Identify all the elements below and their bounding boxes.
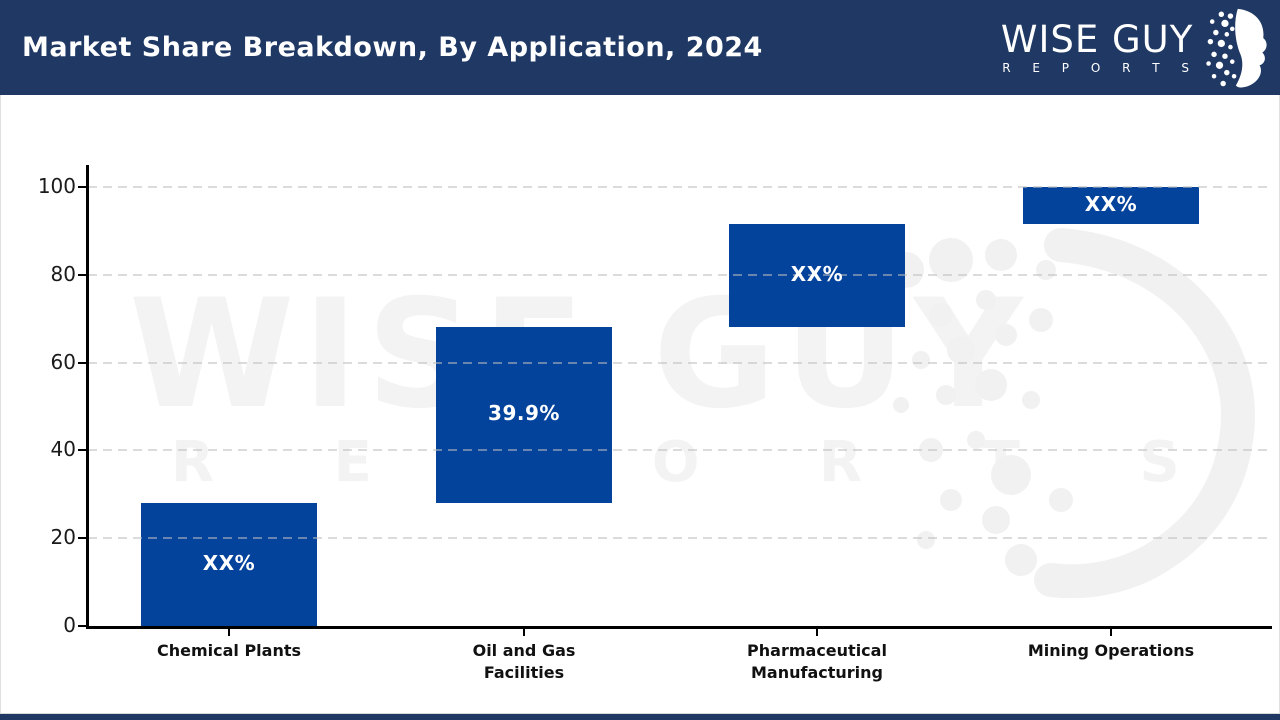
logo-text: WISE GUY R E P O R T S: [996, 18, 1198, 75]
gridline: [88, 273, 1272, 276]
y-tick-mark: [78, 625, 87, 627]
wiseguy-face-icon: [1206, 8, 1267, 88]
bar-segment: [1023, 187, 1199, 225]
x-tick-mark: [1110, 629, 1112, 636]
logo-wordmark: WISE GUY: [1000, 18, 1194, 62]
y-tick-label: 0: [63, 613, 76, 637]
y-tick-label: 20: [50, 525, 76, 550]
y-tick-label: 100: [37, 174, 76, 198]
logo-subtitle: R E P O R T S: [1002, 60, 1198, 75]
y-tick-mark: [78, 273, 87, 276]
footer-bar: [0, 714, 1280, 720]
y-tick-mark: [78, 449, 87, 452]
y-tick-label: 60: [50, 349, 76, 374]
page-title: Market Share Breakdown, By Application, …: [22, 32, 763, 63]
x-axis-label: Mining Operations: [1027, 641, 1195, 660]
bar-value-label: XX%: [1084, 191, 1138, 216]
x-tick-mark: [816, 629, 818, 636]
y-tick-label: 80: [50, 261, 76, 286]
x-axis-label: Oil and Gas Facilities: [472, 641, 576, 682]
gridline: [88, 449, 1272, 452]
gridline: [88, 537, 1272, 540]
gridline: [88, 361, 1272, 364]
bar-value-label: XX%: [790, 261, 844, 286]
bar-value-label: 39.9%: [488, 401, 560, 426]
y-tick-mark: [78, 361, 87, 364]
y-tick-mark: [78, 186, 87, 188]
bar-segment: [729, 224, 905, 328]
x-tick-mark: [228, 629, 230, 636]
x-tick-mark: [523, 629, 525, 636]
x-axis-label: Pharmaceutical Manufacturing: [747, 641, 887, 682]
gridline: [88, 186, 1272, 188]
x-axis-label: Chemical Plants: [156, 641, 302, 660]
bar-segment: [141, 503, 317, 626]
wiseguy-logo: WISE GUY R E P O R T S: [996, 8, 1268, 88]
y-tick-mark: [78, 537, 87, 540]
y-tick-label: 40: [50, 437, 76, 462]
bar-value-label: XX%: [202, 550, 256, 575]
header-bar: Market Share Breakdown, By Application, …: [0, 0, 1280, 95]
x-axis-spine: [86, 626, 1272, 629]
y-axis-spine: [86, 165, 89, 629]
bar-segment: [436, 327, 612, 504]
